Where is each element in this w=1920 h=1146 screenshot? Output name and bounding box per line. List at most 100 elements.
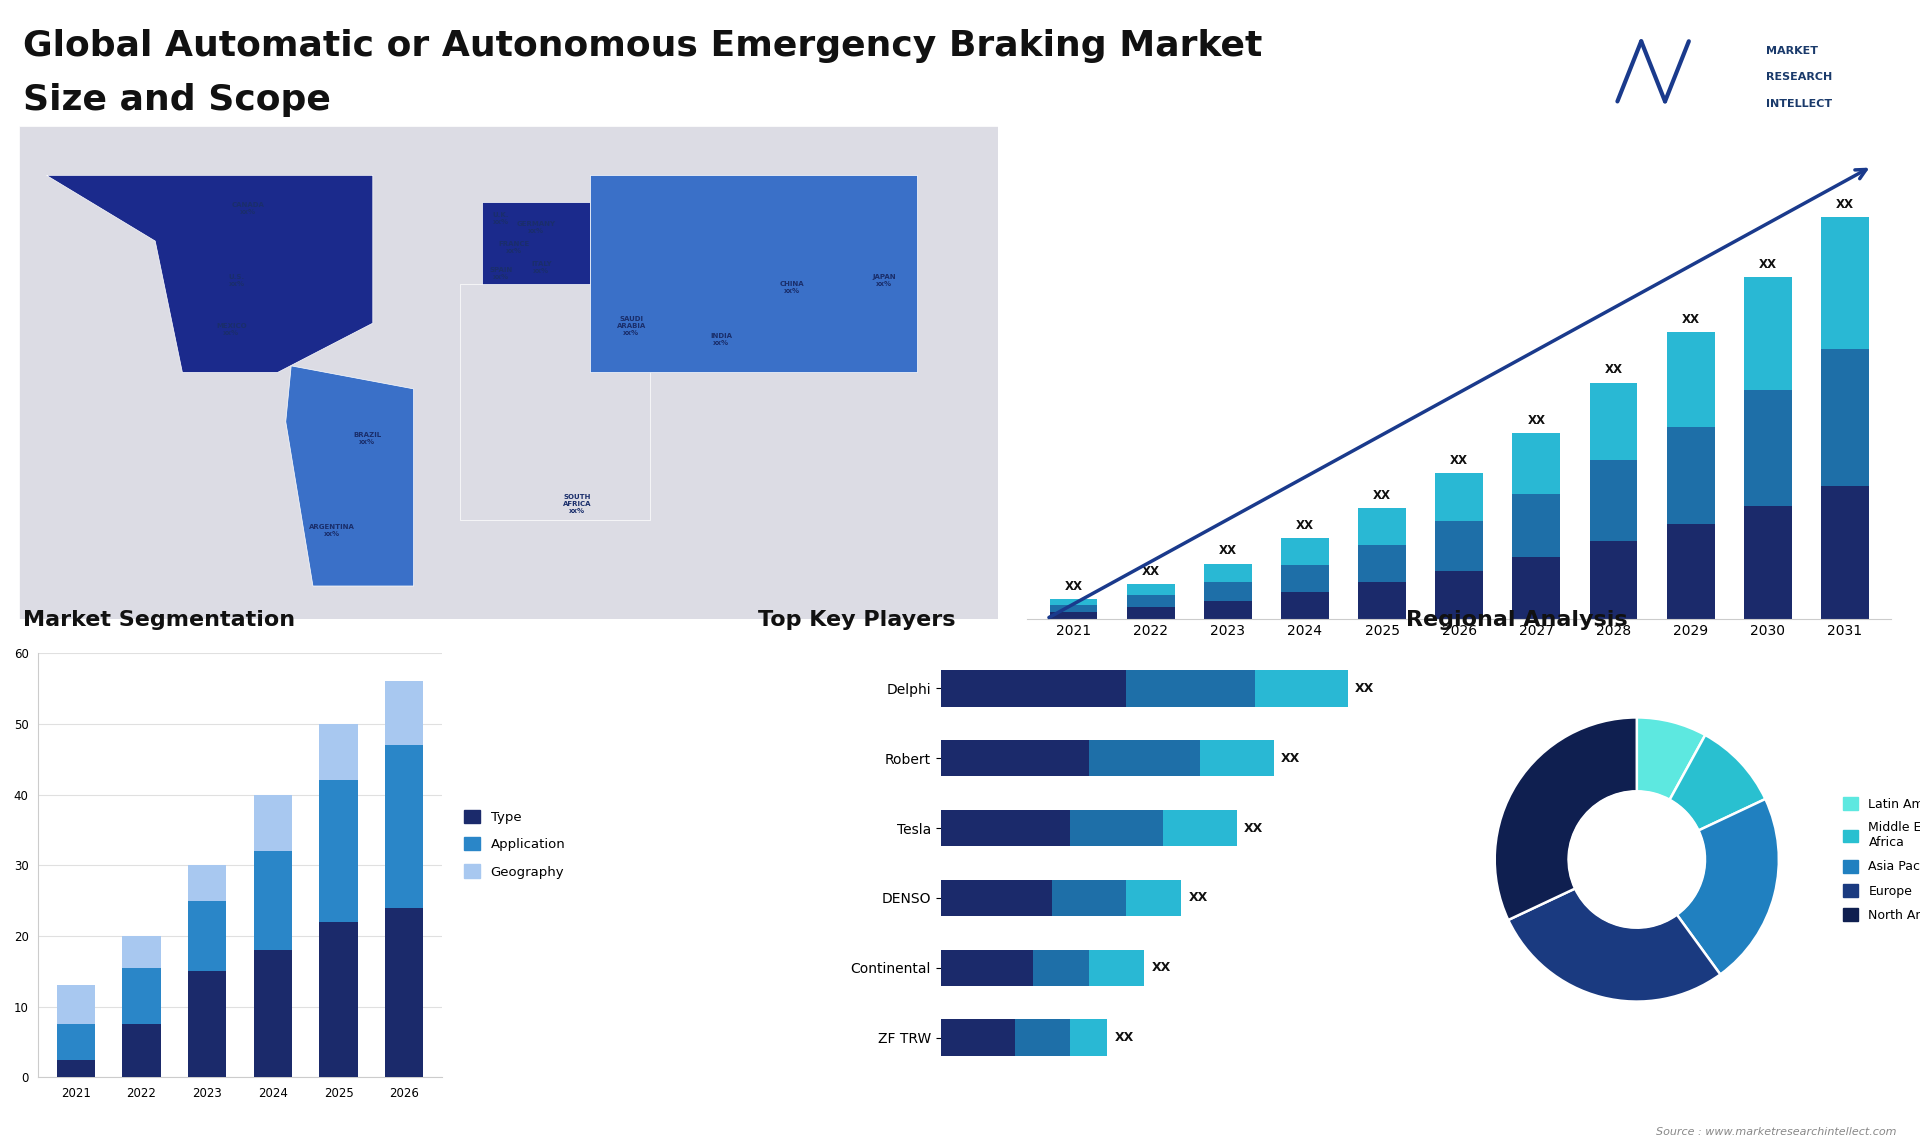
Bar xyxy=(1125,880,1181,916)
Bar xyxy=(1820,217,1868,350)
Text: XX: XX xyxy=(1526,414,1546,426)
Polygon shape xyxy=(286,366,413,586)
Wedge shape xyxy=(1509,888,1720,1002)
Text: XX: XX xyxy=(1836,197,1855,211)
Circle shape xyxy=(1569,791,1705,928)
Bar xyxy=(123,936,161,967)
Text: JAPAN
xx%: JAPAN xx% xyxy=(872,274,897,286)
Bar xyxy=(1069,1019,1108,1055)
Bar xyxy=(1164,810,1236,846)
Bar xyxy=(1125,670,1256,707)
Text: BRAZIL
xx%: BRAZIL xx% xyxy=(353,432,382,445)
Text: XX: XX xyxy=(1605,363,1622,377)
Text: INDIA
xx%: INDIA xx% xyxy=(710,333,732,346)
Text: RESEARCH: RESEARCH xyxy=(1766,72,1832,83)
Bar xyxy=(1016,1019,1069,1055)
Bar xyxy=(941,810,1069,846)
Polygon shape xyxy=(461,284,651,520)
Bar xyxy=(188,865,227,901)
Text: SOUTH
AFRICA
xx%: SOUTH AFRICA xx% xyxy=(563,494,591,513)
Bar xyxy=(1743,507,1791,619)
Bar xyxy=(1069,810,1164,846)
Bar xyxy=(941,1019,1016,1055)
Text: Source : www.marketresearchintellect.com: Source : www.marketresearchintellect.com xyxy=(1657,1127,1897,1137)
Bar xyxy=(1281,539,1329,565)
Text: MEXICO
xx%: MEXICO xx% xyxy=(217,323,246,336)
Bar xyxy=(1820,486,1868,619)
Bar xyxy=(1513,557,1561,619)
Text: FRANCE
xx%: FRANCE xx% xyxy=(499,241,530,254)
Text: U.K.
xx%: U.K. xx% xyxy=(492,212,509,225)
Bar xyxy=(1050,605,1098,612)
Bar xyxy=(1436,571,1482,619)
Bar xyxy=(1033,950,1089,986)
Bar xyxy=(1513,494,1561,557)
Text: XX: XX xyxy=(1682,313,1699,327)
Bar xyxy=(319,724,357,780)
Legend: Latin America, Middle East &
Africa, Asia Pacific, Europe, North America: Latin America, Middle East & Africa, Asi… xyxy=(1839,792,1920,927)
Bar xyxy=(1590,383,1638,461)
Text: GERMANY
xx%: GERMANY xx% xyxy=(516,221,555,235)
Text: Global Automatic or Autonomous Emergency Braking Market: Global Automatic or Autonomous Emergency… xyxy=(23,29,1263,63)
Text: SAUDI
ARABIA
xx%: SAUDI ARABIA xx% xyxy=(616,316,645,337)
Bar xyxy=(1357,544,1405,582)
Text: MARKET: MARKET xyxy=(1766,46,1818,56)
Bar xyxy=(1050,612,1098,619)
Bar xyxy=(941,740,1089,776)
Bar xyxy=(58,986,94,1025)
Bar xyxy=(1089,950,1144,986)
Bar xyxy=(1357,582,1405,619)
Text: SPAIN
xx%: SPAIN xx% xyxy=(490,267,513,281)
Text: XX: XX xyxy=(1188,892,1208,904)
Text: Market Segmentation: Market Segmentation xyxy=(23,611,296,630)
Polygon shape xyxy=(591,175,918,372)
Text: XX: XX xyxy=(1152,961,1171,974)
Bar xyxy=(1743,390,1791,507)
Bar xyxy=(1089,740,1200,776)
Bar xyxy=(1743,277,1791,390)
Bar xyxy=(1256,670,1348,707)
Bar xyxy=(1281,565,1329,592)
Legend: Type, Application, Geography: Type, Application, Geography xyxy=(465,809,566,879)
Bar xyxy=(1200,740,1273,776)
Bar xyxy=(1204,582,1252,601)
Text: XX: XX xyxy=(1356,682,1375,694)
Bar xyxy=(58,1025,94,1060)
Bar xyxy=(941,670,1125,707)
Wedge shape xyxy=(1670,735,1764,831)
Bar xyxy=(1127,607,1175,619)
Bar xyxy=(123,967,161,1025)
Bar xyxy=(319,921,357,1077)
Text: XX: XX xyxy=(1116,1031,1135,1044)
Bar xyxy=(1052,880,1125,916)
Text: ITALY
xx%: ITALY xx% xyxy=(532,261,551,274)
Bar xyxy=(1204,601,1252,619)
Bar xyxy=(1281,592,1329,619)
Bar xyxy=(253,851,292,950)
Text: U.S.
xx%: U.S. xx% xyxy=(228,274,246,286)
Text: XX: XX xyxy=(1142,565,1160,578)
Bar xyxy=(58,1060,94,1077)
Bar xyxy=(1357,508,1405,544)
Text: XX: XX xyxy=(1219,544,1236,557)
Text: ARGENTINA
xx%: ARGENTINA xx% xyxy=(309,524,355,536)
Bar xyxy=(1436,521,1482,571)
Polygon shape xyxy=(46,175,372,372)
Text: XX: XX xyxy=(1373,489,1392,502)
Text: XX: XX xyxy=(1281,752,1300,764)
Bar xyxy=(319,780,357,921)
Bar xyxy=(1667,332,1715,426)
Bar xyxy=(253,794,292,851)
Bar xyxy=(123,1025,161,1077)
Text: CHINA
xx%: CHINA xx% xyxy=(780,281,804,293)
Bar xyxy=(1436,473,1482,521)
Bar xyxy=(1050,598,1098,605)
Text: XX: XX xyxy=(1064,580,1083,592)
Bar xyxy=(941,950,1033,986)
Bar xyxy=(386,745,422,908)
Wedge shape xyxy=(1676,799,1778,974)
Text: Size and Scope: Size and Scope xyxy=(23,83,330,117)
Bar xyxy=(188,901,227,972)
Text: XX: XX xyxy=(1296,519,1313,533)
Bar xyxy=(1204,564,1252,582)
